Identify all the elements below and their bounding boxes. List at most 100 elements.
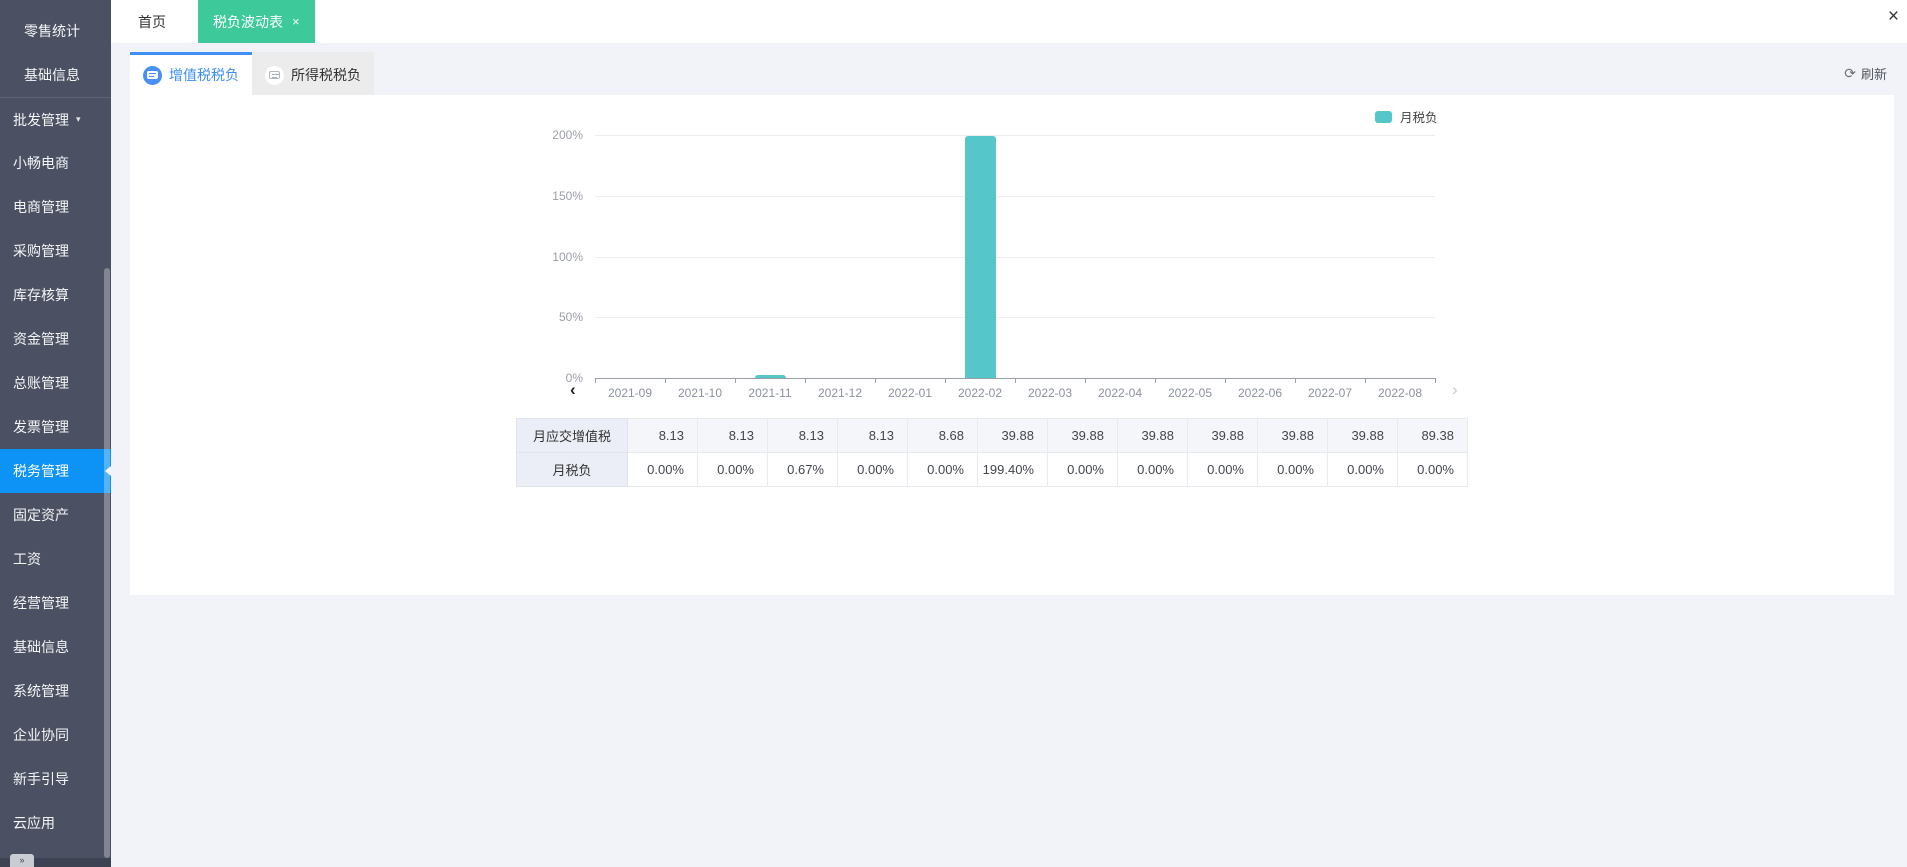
content-tab-label: 增值税税负	[169, 67, 239, 83]
content-area: 增值税税负 所得税税负 ⟳ 刷新 月税负 0% 50% 100% 150% 200% 202…	[111, 43, 1907, 867]
x-axis-tick	[875, 378, 876, 383]
sidebar-item-label: 采购管理	[13, 243, 69, 259]
bar-2021-11[interactable]	[754, 375, 786, 378]
x-axis-tick-label: 2022-03	[1027, 386, 1073, 400]
sidebar-item-基础信息[interactable]: 基础信息	[0, 625, 111, 669]
x-axis-tick	[1225, 378, 1226, 383]
top-tab-首页[interactable]: 首页	[123, 0, 181, 43]
sidebar-item-新手引导[interactable]: 新手引导	[0, 757, 111, 801]
sidebar-collapse-button[interactable]: »	[10, 854, 34, 867]
sidebar-item-小畅电商[interactable]: 小畅电商	[0, 141, 111, 185]
vat-tab-icon	[143, 65, 162, 85]
gridline	[595, 135, 1435, 136]
sidebar-item-label: 基础信息	[13, 639, 69, 655]
bar-2022-02[interactable]	[964, 136, 996, 378]
sidebar-item-批发管理[interactable]: 批发管理 ▾	[0, 97, 111, 141]
sidebar-item-固定资产[interactable]: 固定资产	[0, 493, 111, 537]
table-cell: 0.67%	[767, 452, 838, 487]
sidebar-item-经营管理[interactable]: 经营管理	[0, 581, 111, 625]
table-cell: 39.88	[977, 418, 1048, 453]
chart-legend[interactable]: 月税负	[1375, 107, 1438, 126]
sidebar-item-零售统计[interactable]: 零售统计	[0, 9, 111, 53]
sidebar-item-label: 电商管理	[13, 199, 69, 215]
y-axis-tick-label: 0%	[565, 371, 583, 385]
chart-next-arrow[interactable]: ›	[1452, 380, 1458, 399]
sidebar-item-label: 固定资产	[13, 507, 69, 523]
tax-card-glyph	[147, 71, 158, 79]
sidebar-item-label: 税务管理	[13, 463, 69, 479]
sidebar-item-label: 经营管理	[13, 595, 69, 611]
x-axis-tick	[1015, 378, 1016, 383]
top-tab-label: 税负波动表	[213, 13, 283, 30]
table-cell: 0.00%	[1187, 452, 1258, 487]
topbar: 首页 税负波动表 × ×	[111, 0, 1907, 43]
chart-prev-arrow[interactable]: ‹	[570, 380, 576, 399]
tab-close-icon[interactable]: ×	[292, 14, 300, 29]
table-cell: 0.00%	[837, 452, 908, 487]
sidebar-item-发票管理[interactable]: 发票管理	[0, 405, 111, 449]
table-cell: 39.88	[1187, 418, 1258, 453]
x-axis-tick-label: 2022-01	[887, 386, 933, 400]
sidebar-bottom-bar	[0, 858, 111, 867]
sidebar-item-基础信息[interactable]: 基础信息	[0, 53, 111, 97]
x-axis-tick	[1435, 378, 1436, 383]
sidebar-item-企业协同[interactable]: 企业协同	[0, 713, 111, 757]
content-tab-label: 所得税税负	[291, 67, 361, 83]
content-tab-所得税税负[interactable]: 所得税税负	[252, 52, 374, 95]
sidebar-item-库存核算[interactable]: 库存核算	[0, 273, 111, 317]
chart-panel: 月税负 0% 50% 100% 150% 200% 2021-09 2021-10 2021-…	[130, 95, 1894, 595]
x-axis-tick-label: 2021-12	[817, 386, 863, 400]
table-cell: 0.00%	[907, 452, 978, 487]
top-tab-税负波动表[interactable]: 税负波动表 ×	[198, 0, 315, 43]
x-axis-tick	[735, 378, 736, 383]
x-axis-tick-label: 2022-08	[1377, 386, 1423, 400]
table-cell: 0.00%	[1047, 452, 1118, 487]
table-cell: 0.00%	[697, 452, 768, 487]
sidebar-item-采购管理[interactable]: 采购管理	[0, 229, 111, 273]
sidebar-item-label: 零售统计	[24, 23, 80, 39]
sidebar-item-label: 总账管理	[13, 375, 69, 391]
table-cell: 39.88	[1327, 418, 1398, 453]
row-header: 月税负	[516, 452, 628, 487]
x-axis-tick	[1085, 378, 1086, 383]
sidebar-item-label: 企业协同	[13, 727, 69, 743]
sidebar-item-资金管理[interactable]: 资金管理	[0, 317, 111, 361]
table-row: 月税负 0.00% 0.00% 0.67% 0.00% 0.00% 199.40% 0.00%…	[516, 452, 1468, 487]
sidebar-item-总账管理[interactable]: 总账管理	[0, 361, 111, 405]
gridline	[595, 256, 1435, 258]
table-cell: 0.00%	[627, 452, 698, 487]
tax-card-glyph	[269, 71, 280, 79]
income-tax-tab-icon	[265, 65, 284, 85]
sidebar-item-系统管理[interactable]: 系统管理	[0, 669, 111, 713]
sidebar-menu: 零售统计 基础信息 批发管理 ▾ 小畅电商 电商管理 采购管理 库存核算 资金管理 总账管理 发票管…	[0, 9, 111, 845]
sidebar-item-税务管理[interactable]: 税务管理	[0, 449, 111, 493]
x-axis-tick-label: 2022-05	[1167, 386, 1213, 400]
sidebar-item-label: 新手引导	[13, 771, 69, 787]
sidebar-item-云应用[interactable]: 云应用	[0, 801, 111, 845]
sidebar-item-label: 工资	[13, 551, 41, 567]
x-axis-tick-label: 2022-07	[1307, 386, 1353, 400]
sidebar-scrollbar-thumb[interactable]	[104, 268, 110, 858]
content-tab-增值税税负[interactable]: 增值税税负	[130, 52, 252, 95]
gridline	[595, 195, 1435, 197]
table-cell: 8.13	[767, 418, 838, 453]
top-tab-label: 首页	[138, 13, 166, 30]
table-cell: 0.00%	[1257, 452, 1328, 487]
table-row: 月应交增值税 8.13 8.13 8.13 8.13 8.68 39.88 39.88 39.8…	[516, 418, 1468, 453]
table-cell: 39.88	[1047, 418, 1118, 453]
x-axis-tick	[665, 378, 666, 383]
active-item-notch	[105, 466, 111, 476]
table-cell: 39.88	[1117, 418, 1188, 453]
y-axis-tick-label: 150%	[552, 188, 583, 203]
table-cell: 8.13	[837, 418, 908, 453]
sidebar-item-label: 云应用	[13, 815, 55, 831]
sidebar-item-label: 基础信息	[24, 67, 80, 83]
sidebar-item-电商管理[interactable]: 电商管理	[0, 185, 111, 229]
x-axis-tick-label: 2022-06	[1237, 386, 1283, 400]
table-cell: 8.13	[627, 418, 698, 453]
x-axis-tick-label: 2022-04	[1097, 386, 1143, 400]
refresh-button[interactable]: ⟳ 刷新	[1844, 64, 1887, 83]
table-cell: 0.00%	[1117, 452, 1188, 487]
window-close-icon[interactable]: ×	[1887, 6, 1899, 27]
sidebar-item-工资[interactable]: 工资	[0, 537, 111, 581]
